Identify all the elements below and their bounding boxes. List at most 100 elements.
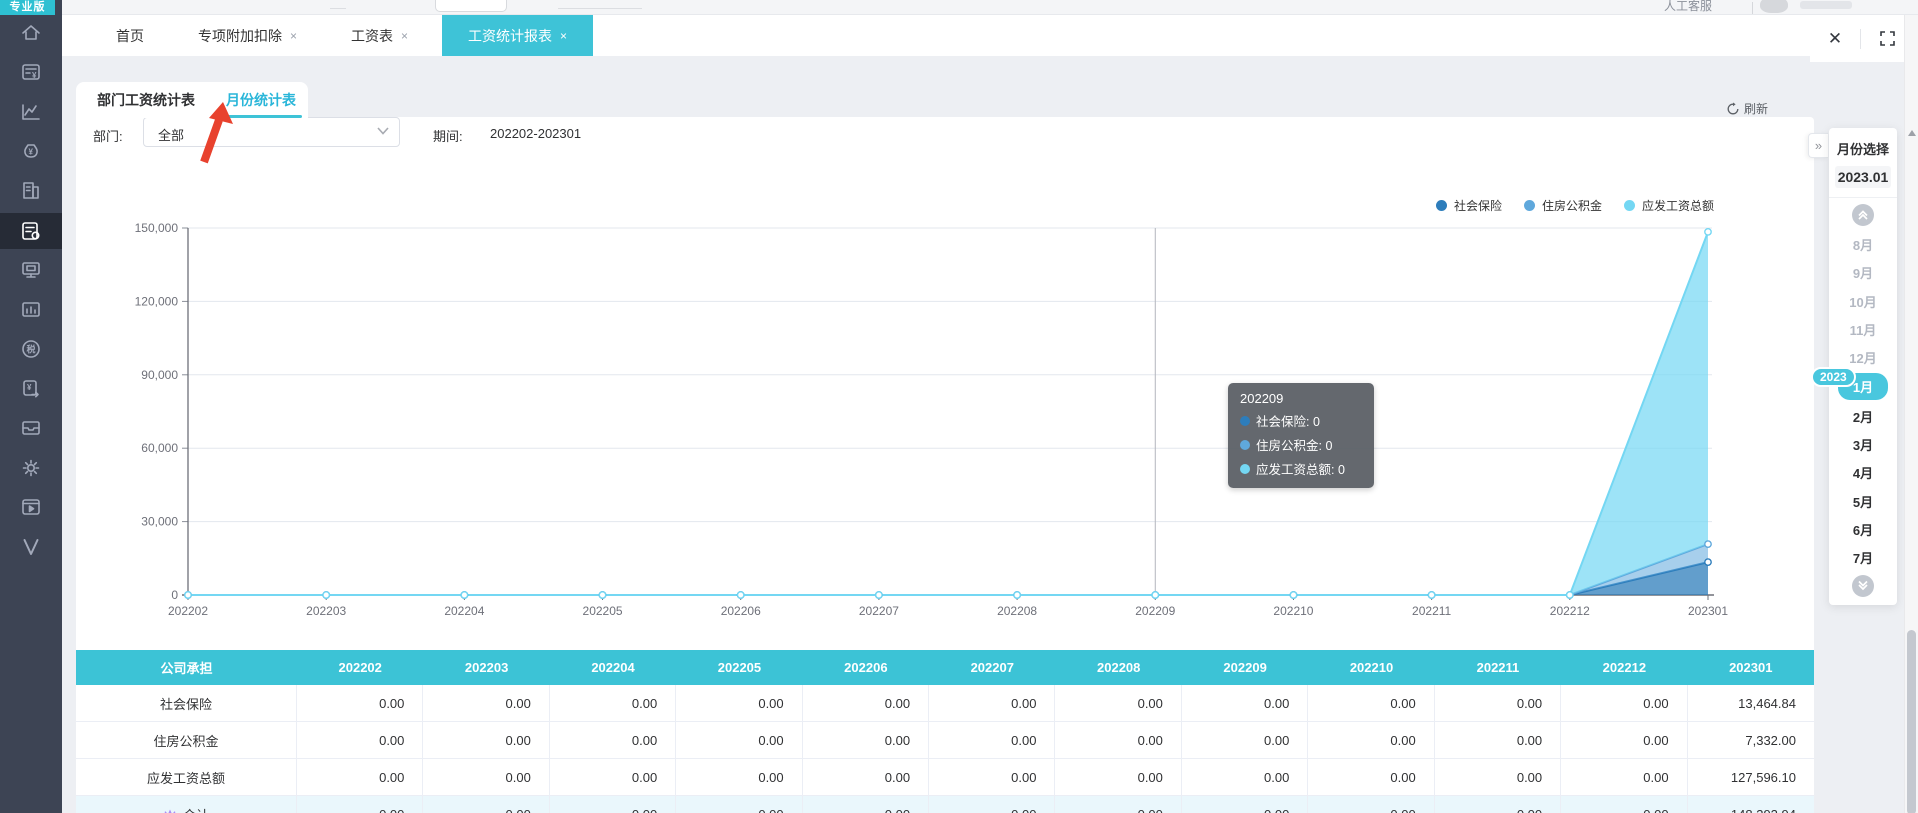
- legend-dot-icon: [1523, 200, 1535, 211]
- tab-close-icon[interactable]: ×: [290, 28, 298, 43]
- tab-close-icon[interactable]: ×: [560, 28, 568, 43]
- tab-bar: 首页 专项附加扣除 × 工资表 × 工资统计报表 ×: [62, 15, 1918, 56]
- table-cell: 0.00: [1182, 759, 1309, 795]
- table-row-应发工资总额: 应发工资总额 0.00 0.00 0.00 0.00 0.00 0.00 0.00 0.00 0.…: [76, 759, 1814, 796]
- legend-item-社会保险[interactable]: 社会保险: [1435, 197, 1502, 214]
- month-option-7月[interactable]: 7月: [1852, 551, 1874, 566]
- sidebar-item-settings[interactable]: [0, 450, 62, 486]
- legend-label: 社会保险: [1453, 199, 1502, 213]
- legend-item-住房公积金[interactable]: 住房公积金: [1523, 197, 1602, 214]
- window-controls: ✕: [1810, 15, 1918, 62]
- sidebar-item-assets[interactable]: [0, 292, 62, 328]
- legend-item-应发工资总额[interactable]: 应发工资总额: [1623, 197, 1714, 214]
- table-cell: 0.00: [1308, 685, 1435, 721]
- refresh-label: 刷新: [1744, 102, 1769, 116]
- sidebar-item-tax[interactable]: 税: [0, 331, 62, 367]
- topbar-search-box[interactable]: [435, 0, 507, 12]
- salary-stacked-area-chart[interactable]: 0 30,000 60,000 90,000 120,000 150,000 202202 2…: [90, 195, 1790, 625]
- scroll-up-button[interactable]: [1852, 204, 1874, 226]
- table-cell: 0.00: [297, 759, 424, 795]
- table-cell: 0.00: [1561, 722, 1688, 758]
- scroll-down-button[interactable]: [1852, 575, 1874, 597]
- month-option-9月[interactable]: 9月: [1852, 266, 1874, 281]
- table-cell: 0.00: [1308, 796, 1435, 813]
- month-option-10月[interactable]: 10月: [1849, 295, 1877, 310]
- svg-text:202204: 202204: [444, 604, 484, 618]
- sidebar-item-invoices[interactable]: [0, 173, 62, 209]
- close-icon[interactable]: ✕: [1827, 28, 1843, 48]
- summary-table: 公司承担 202202 202203 202204 202205 202206 202207…: [76, 650, 1814, 813]
- month-option-6月[interactable]: 6月: [1852, 523, 1874, 538]
- tab-close-icon[interactable]: ×: [401, 28, 409, 43]
- scrollbar-thumb[interactable]: [1907, 630, 1916, 813]
- cashier-icon: [19, 258, 43, 282]
- svg-text:90,000: 90,000: [141, 368, 178, 382]
- scrollbar-up-arrow[interactable]: [1908, 130, 1916, 136]
- period-value: 202202-202301: [490, 126, 582, 141]
- sidebar-item-voucher[interactable]: ¥: [0, 54, 62, 90]
- table-cell: 0.00: [550, 796, 677, 813]
- invoices-icon: [19, 179, 43, 203]
- month-option-12月[interactable]: 12月: [1849, 351, 1877, 366]
- table-header-cell: 202210: [1349, 660, 1394, 675]
- legend-dot-icon: [1435, 200, 1447, 211]
- month-option-2月[interactable]: 2月: [1852, 410, 1874, 425]
- sidebar-item-funds[interactable]: ¥: [0, 133, 62, 169]
- table-cell: 13,464.84: [1738, 695, 1796, 711]
- tab-label: 首页: [116, 27, 144, 44]
- assets-icon: [19, 298, 43, 322]
- current-period: 2023.01: [1835, 166, 1891, 188]
- reports-icon: [19, 100, 43, 124]
- table-header-cell: 202209: [1223, 660, 1267, 675]
- table-cell: 0.00: [550, 759, 677, 795]
- series-dot-icon: [1240, 415, 1250, 426]
- svg-text:60,000: 60,000: [141, 441, 178, 455]
- tutorial-video-icon: [19, 495, 43, 519]
- tab-工资表[interactable]: 工资表 ×: [331, 15, 428, 56]
- svg-text:202207: 202207: [859, 604, 899, 618]
- period-label: 期间:: [433, 129, 463, 144]
- sidebar-item-tutorial-video[interactable]: [0, 489, 62, 525]
- refresh-button[interactable]: 刷新: [1726, 100, 1768, 117]
- subtab-月份统计表[interactable]: 月份统计表: [216, 82, 306, 118]
- edition-badge: 专业版: [0, 0, 55, 15]
- avatar[interactable]: [1760, 0, 1788, 13]
- table-cell: 0.00: [1435, 685, 1562, 721]
- tooltip-title: 202209: [1240, 391, 1284, 406]
- table-cell: 0.00: [1182, 796, 1309, 813]
- department-select[interactable]: 全部: [143, 117, 400, 147]
- month-option-5月[interactable]: 5月: [1852, 495, 1874, 510]
- sidebar-item-cashier[interactable]: [0, 252, 62, 288]
- sidebar-item-checkout[interactable]: ¥: [0, 371, 62, 407]
- month-option-11月[interactable]: 11月: [1849, 323, 1877, 338]
- month-option-4月[interactable]: 4月: [1852, 466, 1874, 481]
- customer-service-link[interactable]: 人工客服: [1664, 0, 1713, 13]
- department-select-value: 全部: [158, 128, 185, 143]
- panel-collapse-button[interactable]: »: [1808, 133, 1828, 158]
- series-dot-icon: [1240, 439, 1250, 450]
- table-cell: 0.00: [676, 759, 803, 795]
- tab-工资统计报表[interactable]: 工资统计报表 ×: [442, 15, 594, 56]
- page-scrollbar[interactable]: [1904, 15, 1918, 813]
- controls-divider: [1860, 28, 1861, 49]
- fullscreen-icon[interactable]: [1861, 31, 1913, 46]
- month-option-8月[interactable]: 8月: [1852, 238, 1874, 253]
- table-cell: 0.00: [1055, 796, 1182, 813]
- subtab-部门工资统计表[interactable]: 部门工资统计表: [97, 92, 195, 108]
- table-cell: 127,596.10: [1730, 769, 1796, 785]
- department-label: 部门:: [93, 129, 123, 144]
- chart-tooltip: 202209 社会保险: 0 住房公积金: 0 应发工资总额: 0: [1228, 383, 1374, 488]
- month-option-3月[interactable]: 3月: [1852, 438, 1874, 453]
- svg-text:¥: ¥: [29, 148, 34, 157]
- chart-legend: 社会保险 住房公积金 应发工资总额: [1414, 197, 1714, 214]
- sidebar-item-salary-reports[interactable]: [0, 213, 62, 249]
- tab-专项附加扣除[interactable]: 专项附加扣除 ×: [178, 15, 317, 56]
- sidebar-item-home[interactable]: [0, 15, 62, 51]
- table-cell: 0.00: [1055, 685, 1182, 721]
- sidebar-item-reports[interactable]: [0, 94, 62, 130]
- tab-首页[interactable]: 首页: [96, 15, 164, 56]
- sidebar-item-v-logo[interactable]: [0, 529, 62, 565]
- table-cell: 0.00: [1055, 759, 1182, 795]
- sidebar-item-archive[interactable]: [0, 410, 62, 446]
- table-cell: 0.00: [297, 685, 424, 721]
